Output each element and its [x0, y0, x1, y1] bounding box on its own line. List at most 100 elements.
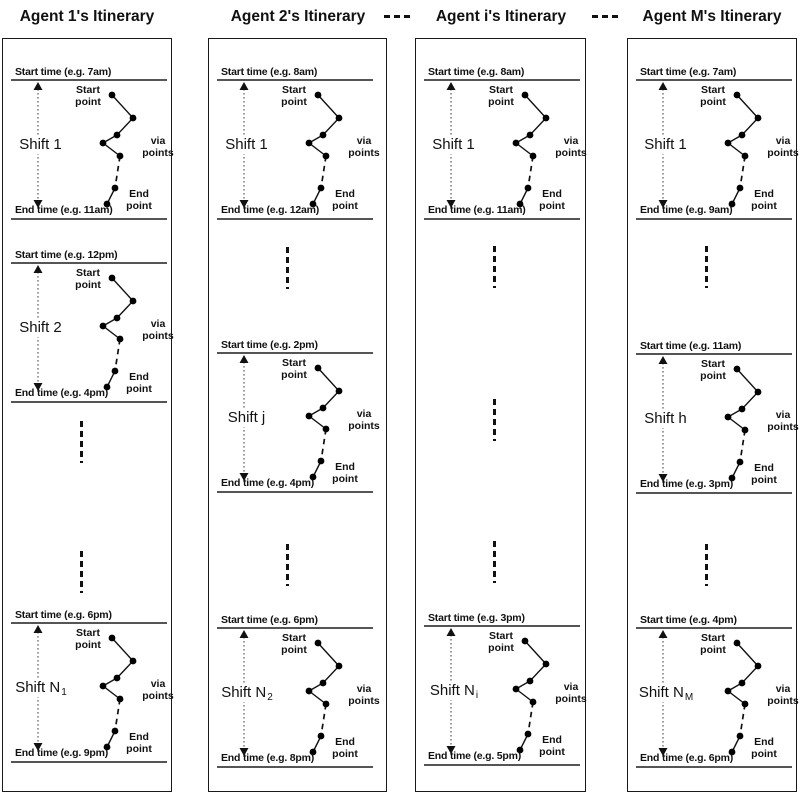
- end-point-label: End point: [126, 371, 152, 395]
- shift-subscript: M: [684, 692, 694, 703]
- start-time-label: Start time (e.g. 8am): [221, 66, 318, 78]
- route-slot: [209, 353, 379, 493]
- title-ellipsis-dashes: [592, 15, 620, 18]
- start-time-label: Start time (e.g. 4pm): [640, 614, 737, 626]
- shift-subscript: 2: [267, 692, 273, 703]
- start-point-label: Start point: [281, 632, 307, 656]
- shift-block: Start time (e.g. 7am) Shift 1 Start point…: [628, 66, 799, 220]
- shift-subscript: i: [475, 690, 479, 701]
- end-time-label: End time (e.g. 9am): [640, 204, 733, 216]
- shift-label: Shift N1: [11, 678, 71, 698]
- start-time-line: [424, 625, 580, 627]
- shift-block: Start time (e.g. 8am) Shift 1 Start point…: [209, 66, 380, 220]
- waypoint-dots: [512, 637, 550, 754]
- itinerary-route-graphic: [33, 625, 137, 751]
- start-time-line: [636, 353, 792, 355]
- end-time-label: End time (e.g. 12am): [221, 204, 320, 216]
- start-point-label: Start point: [700, 84, 726, 108]
- shift-block: Start time (e.g. 12pm) Shift 2 Start poin…: [3, 249, 174, 403]
- end-point-label: End point: [751, 462, 777, 486]
- itinerary-route-graphic: [658, 82, 762, 208]
- shift-block: Start time (e.g. 6pm) Shift N2 Start poin…: [209, 614, 380, 768]
- start-time-line: [217, 352, 373, 354]
- start-point-label: Start point: [700, 632, 726, 656]
- route-slot: [628, 80, 798, 220]
- start-time-line: [636, 79, 792, 81]
- agent-1-column-box: Start time (e.g. 7am) Shift 1 Start point…: [2, 38, 174, 792]
- shift-block: Start time (e.g. 2pm) Shift j Start point…: [209, 339, 380, 493]
- end-time-label: End time (e.g. 11am): [15, 204, 113, 216]
- via-points-label: via points: [555, 681, 587, 705]
- start-point-label: Start point: [281, 357, 307, 381]
- start-time-label: Start time (e.g. 2pm): [221, 339, 318, 351]
- shift-block: Start time (e.g. 6pm) Shift N1 Start poin…: [3, 609, 174, 763]
- end-time-label: End time (e.g. 5pm): [428, 750, 522, 762]
- waypoint-dots: [724, 365, 762, 482]
- start-time-label: Start time (e.g. 7am): [15, 66, 112, 78]
- start-time-label: Start time (e.g. 6pm): [221, 614, 318, 626]
- continuation-ellipsis-vertical: [493, 399, 496, 441]
- waypoint-dots: [724, 91, 762, 208]
- start-time-label: Start time (e.g. 12pm): [15, 249, 118, 261]
- end-time-label: End time (e.g. 9pm): [15, 747, 109, 759]
- continuation-ellipsis-vertical: [493, 541, 496, 583]
- itinerary-route-graphic: [239, 630, 343, 756]
- shift-block: Start time (e.g. 7am) Shift 1 Start point…: [3, 66, 174, 220]
- start-time-line: [11, 262, 167, 264]
- start-point-label: Start point: [281, 84, 307, 108]
- start-time-line: [424, 79, 580, 81]
- continuation-ellipsis-vertical: [286, 247, 289, 289]
- column-title-agent-i: Agent i's Itinerary: [435, 8, 567, 25]
- end-time-label: End time (e.g. 11am): [428, 204, 526, 216]
- agent-i-column-box: Start time (e.g. 8am) Shift 1 Start point…: [415, 38, 587, 792]
- via-points-label: via points: [767, 135, 799, 159]
- start-time-label: Start time (e.g. 6pm): [15, 609, 112, 621]
- route-slot: [209, 628, 379, 768]
- start-time-line: [11, 622, 167, 624]
- shift-block: Start time (e.g. 8am) Shift 1 Start point…: [416, 66, 587, 220]
- start-time-line: [636, 627, 792, 629]
- end-time-label: End time (e.g. 3pm): [640, 478, 734, 490]
- via-points-label: via points: [767, 683, 799, 707]
- shift-label: Shift 1: [11, 135, 71, 154]
- start-time-label: Start time (e.g. 8am): [428, 66, 525, 78]
- end-time-line: [636, 766, 792, 768]
- shift-label: Shift j: [217, 408, 277, 427]
- end-time-label: End time (e.g. 6pm): [640, 752, 734, 764]
- waypoint-dots: [724, 639, 762, 756]
- via-points-label: via points: [142, 318, 174, 342]
- end-point-label: End point: [539, 734, 565, 758]
- via-points-label: via points: [348, 135, 380, 159]
- via-points-label: via points: [142, 135, 174, 159]
- end-time-line: [424, 218, 580, 220]
- start-point-label: Start point: [75, 84, 101, 108]
- via-points-label: via points: [348, 408, 380, 432]
- agent-2-column-box: Start time (e.g. 8am) Shift 1 Start point…: [208, 38, 387, 792]
- waypoint-dots: [99, 91, 137, 208]
- shift-label: Shift h: [636, 409, 696, 428]
- waypoint-dots: [305, 639, 343, 756]
- end-time-label: End time (e.g. 4pm): [221, 477, 315, 489]
- start-point-label: Start point: [488, 84, 514, 108]
- waypoint-dots: [99, 634, 137, 751]
- continuation-ellipsis-vertical: [80, 421, 83, 463]
- end-time-label: End time (e.g. 8pm): [221, 752, 315, 764]
- end-time-line: [217, 491, 373, 493]
- route-slot: [3, 623, 173, 763]
- end-time-line: [217, 218, 373, 220]
- waypoint-dots: [305, 364, 343, 481]
- via-points-label: via points: [142, 678, 174, 702]
- end-point-label: End point: [332, 188, 358, 212]
- end-time-line: [636, 218, 792, 220]
- shift-label: Shift 2: [11, 318, 71, 337]
- itinerary-route-graphic: [33, 82, 137, 208]
- continuation-ellipsis-vertical: [286, 544, 289, 586]
- shift-label: Shift 1: [424, 135, 484, 154]
- end-point-label: End point: [126, 731, 152, 755]
- end-point-label: End point: [539, 188, 565, 212]
- start-time-label: Start time (e.g. 11am): [640, 340, 742, 352]
- end-time-line: [636, 492, 792, 494]
- start-time-label: Start time (e.g. 7am): [640, 66, 737, 78]
- start-time-line: [217, 627, 373, 629]
- end-point-label: End point: [751, 188, 777, 212]
